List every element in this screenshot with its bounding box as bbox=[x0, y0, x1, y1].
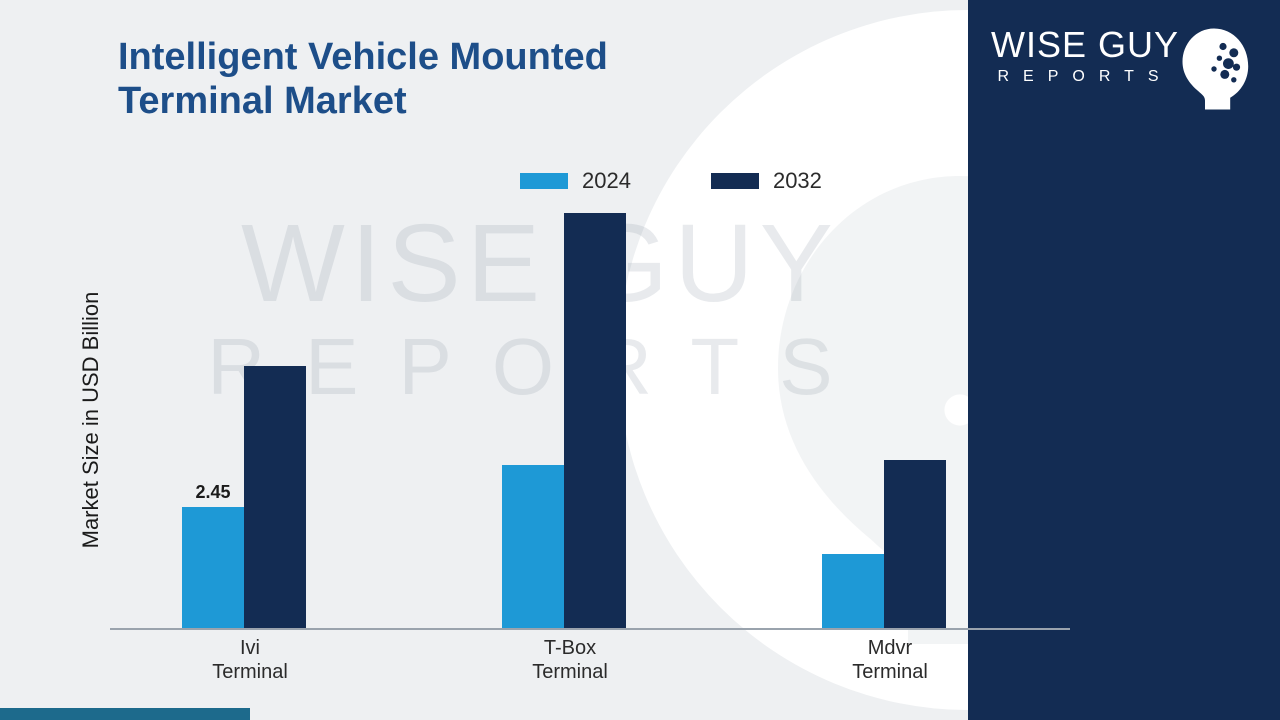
legend-swatch-2024 bbox=[520, 173, 568, 189]
legend-item-2032: 2032 bbox=[711, 168, 822, 194]
y-axis-label: Market Size in USD Billion bbox=[78, 210, 104, 630]
legend-item-2024: 2024 bbox=[520, 168, 631, 194]
logo-sub-text: REPORTS bbox=[997, 68, 1172, 86]
bar-2032 bbox=[244, 366, 306, 628]
legend-label-2024: 2024 bbox=[582, 168, 631, 194]
legend-label-2032: 2032 bbox=[773, 168, 822, 194]
chart-title: Intelligent Vehicle Mounted Terminal Mar… bbox=[118, 36, 718, 123]
bar-2024 bbox=[502, 465, 564, 628]
category-label: T-BoxTerminal bbox=[470, 630, 670, 684]
bar-group: 2.45IviTerminal bbox=[170, 210, 330, 630]
bar-2032 bbox=[564, 213, 626, 628]
bottom-accent-bar bbox=[0, 708, 250, 720]
category-label: MdvrTerminal bbox=[790, 630, 990, 684]
category-label: IviTerminal bbox=[150, 630, 350, 684]
bar-2024 bbox=[182, 507, 244, 628]
legend: 2024 2032 bbox=[520, 168, 822, 194]
bar-2024 bbox=[822, 554, 884, 628]
legend-swatch-2032 bbox=[711, 173, 759, 189]
brand-logo: WISE GUY REPORTS bbox=[990, 24, 1250, 114]
chart-area: 2.45IviTerminal T-BoxTerminal MdvrTerminal bbox=[110, 210, 1070, 630]
bar-group: MdvrTerminal bbox=[810, 210, 970, 630]
canvas: WISE GUY REPORTS Intelligent Vehicle Mou… bbox=[0, 0, 1280, 720]
logo-head-icon bbox=[1169, 24, 1259, 114]
logo-main-text: WISE GUY bbox=[991, 24, 1179, 65]
bar-group: T-BoxTerminal bbox=[490, 210, 650, 630]
bar-2032 bbox=[884, 460, 946, 628]
